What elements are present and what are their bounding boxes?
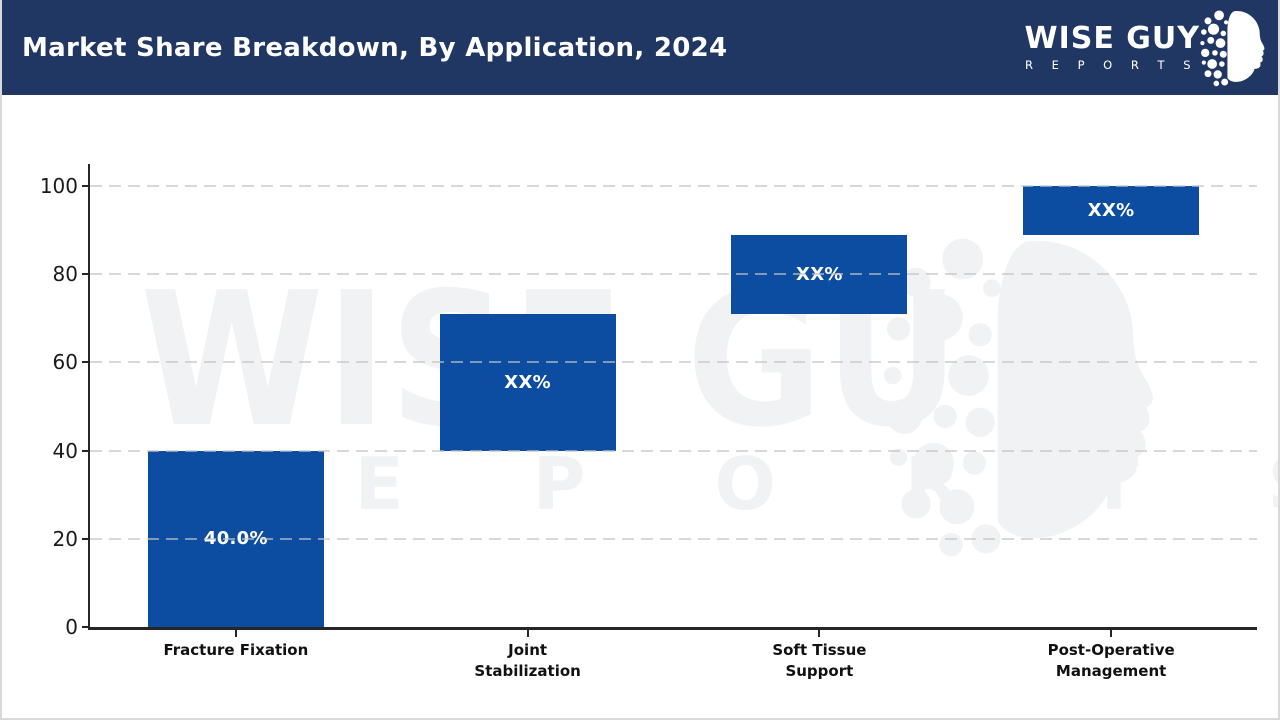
y-tick-mark	[82, 185, 89, 187]
x-tick-mark	[526, 630, 529, 637]
gridline-20	[90, 537, 1257, 540]
x-category-label: Fracture Fixation	[163, 641, 309, 659]
x-tick-mark	[818, 630, 821, 637]
x-category-label: Soft Tissue Support	[772, 641, 867, 680]
y-tick-label: 20	[52, 526, 78, 551]
y-tick-mark	[82, 361, 89, 364]
x-category-label: Post-Operative Management	[1047, 641, 1175, 680]
logo-text: WISE GUY R E P O R T S	[1024, 21, 1200, 73]
logo-subtitle: R E P O R T S	[1025, 58, 1198, 72]
y-tick-label: 40	[52, 438, 78, 463]
y-tick-mark	[82, 537, 89, 540]
gridline-80	[90, 273, 1257, 276]
bar-segment: XX%	[439, 313, 616, 451]
logo-wordmark: WISE GUY	[1024, 21, 1200, 56]
y-tick-label: 100	[39, 174, 78, 198]
y-axis-line	[88, 164, 90, 630]
y-tick-label: 80	[52, 262, 78, 287]
gridline-60	[90, 361, 1257, 364]
gridline-100	[90, 185, 1257, 187]
bar-segment: XX%	[1023, 186, 1200, 235]
wise-guy-reports-logo: WISE GUY R E P O R T S	[1024, 6, 1268, 90]
x-axis-line	[88, 627, 1257, 630]
bar-value-label: XX%	[504, 371, 551, 393]
x-tick-mark	[1110, 630, 1113, 637]
y-tick-label: 60	[52, 350, 78, 375]
bar-value-label: XX%	[1087, 199, 1135, 221]
header-band: Market Share Breakdown, By Application, …	[2, 0, 1278, 95]
gridline-40	[90, 449, 1257, 452]
y-tick-mark	[82, 273, 89, 276]
y-tick-mark	[82, 449, 89, 452]
y-tick-label: 0	[65, 615, 78, 639]
y-tick-mark	[82, 626, 89, 628]
x-category-label: Joint Stabilization	[474, 641, 581, 680]
page-title: Market Share Breakdown, By Application, …	[22, 32, 728, 63]
x-tick-mark	[234, 630, 237, 637]
